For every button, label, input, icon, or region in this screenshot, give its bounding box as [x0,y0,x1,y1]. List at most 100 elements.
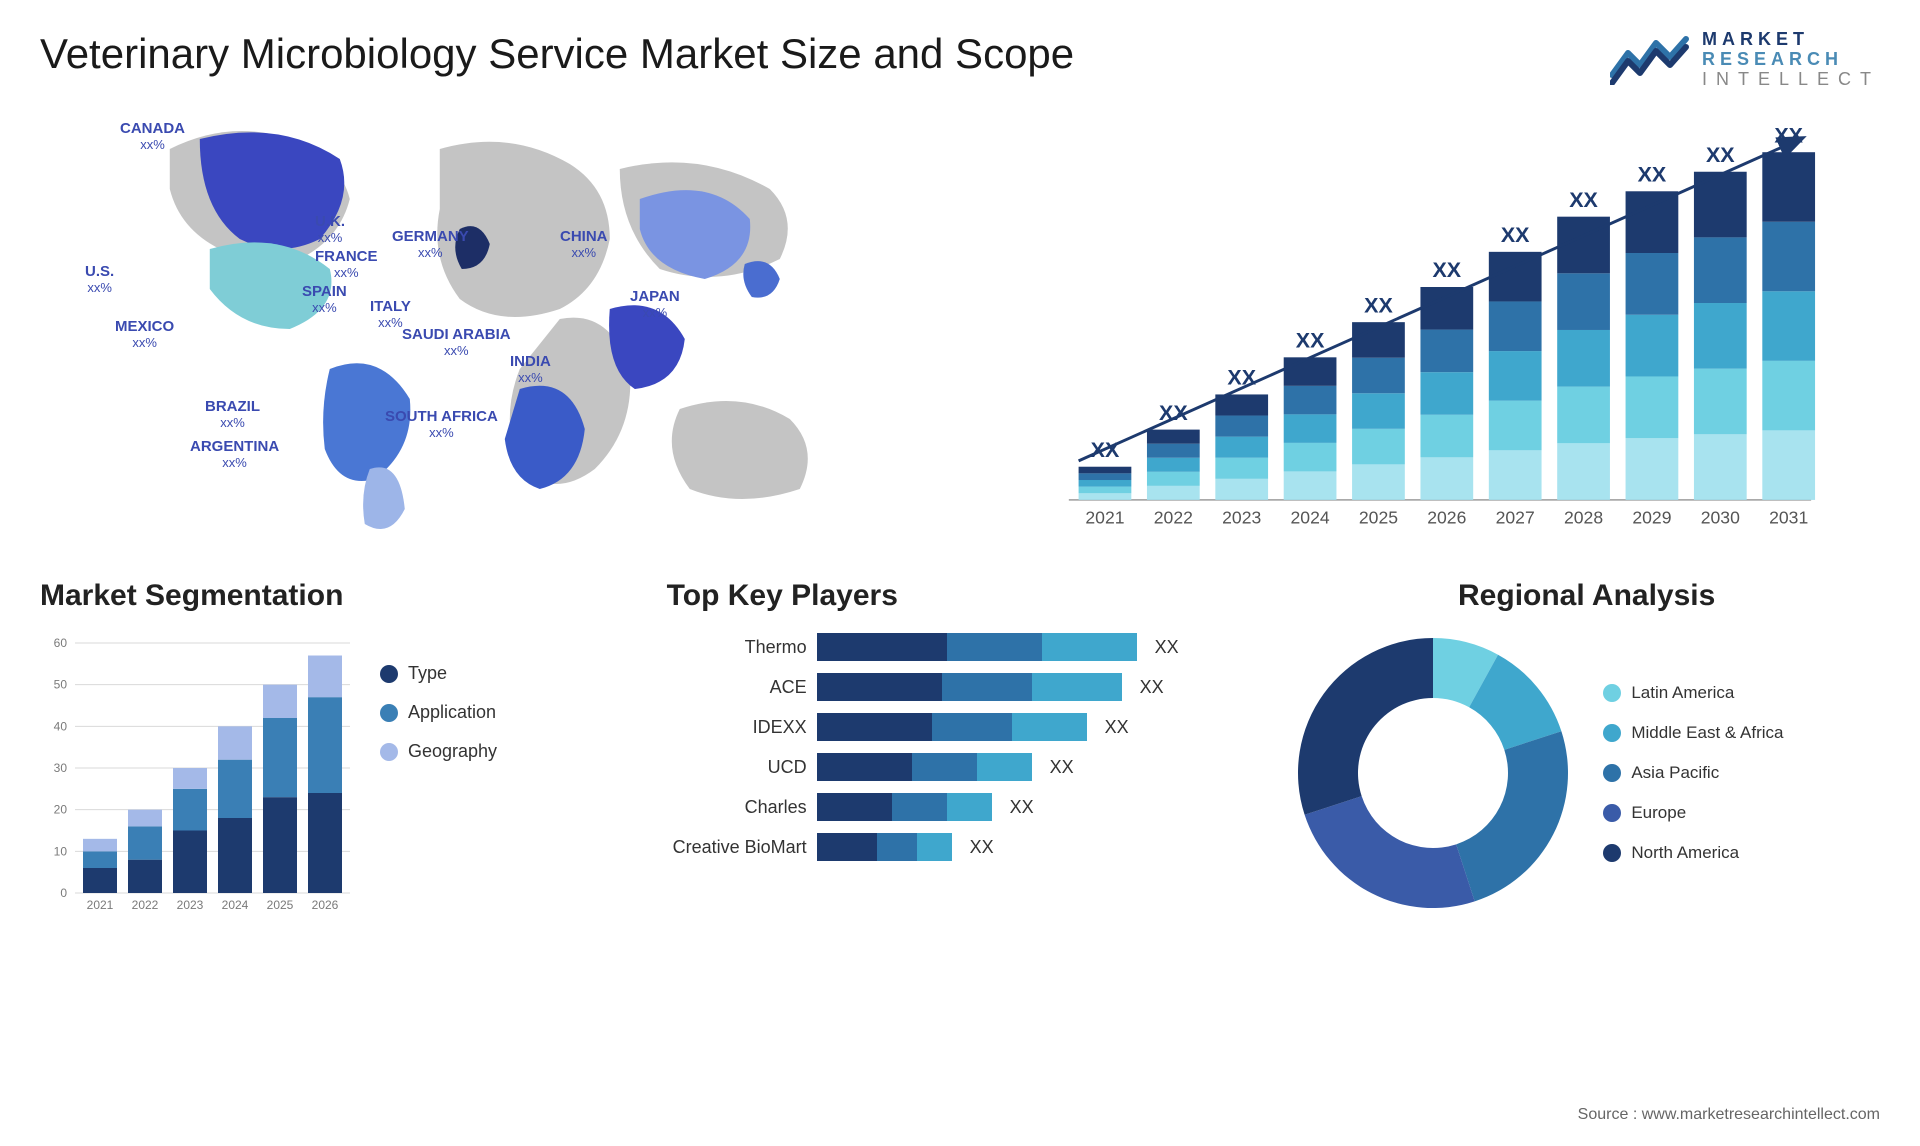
svg-text:2027: 2027 [1495,508,1534,528]
map-label-southafrica: SOUTH AFRICAxx% [385,409,498,440]
player-label: UCD [667,757,807,778]
player-bar [817,673,1122,701]
svg-text:XX: XX [1432,259,1461,283]
player-row: ACE XX [667,673,1254,701]
player-row: Thermo XX [667,633,1254,661]
source-url: www.marketresearchintellect.com [1642,1106,1880,1123]
regional-legend: Latin AmericaMiddle East & AfricaAsia Pa… [1603,683,1783,863]
logo-line-3: INTELLECT [1702,70,1880,90]
seg-legend-item: Type [380,663,497,684]
svg-text:0: 0 [60,886,67,900]
map-label-uk: U.K.xx% [315,214,345,245]
svg-text:2026: 2026 [312,898,339,912]
regional-donut [1293,633,1573,913]
source-line: Source : www.marketresearchintellect.com [1578,1106,1880,1124]
svg-text:2024: 2024 [1290,508,1329,528]
map-label-india: INDIAxx% [510,354,551,385]
svg-text:2026: 2026 [1427,508,1466,528]
regional-legend-item: Latin America [1603,683,1783,703]
svg-text:XX: XX [1295,329,1324,353]
player-row: Charles XX [667,793,1254,821]
logo-mark-icon [1610,35,1690,85]
svg-text:2031: 2031 [1769,508,1808,528]
svg-text:20: 20 [54,803,68,817]
player-label: Creative BioMart [667,837,807,858]
map-label-saudiarabia: SAUDI ARABIAxx% [402,327,511,358]
world-map [40,109,940,539]
player-bar [817,833,952,861]
svg-text:XX: XX [1364,294,1393,318]
logo-line-2: RESEARCH [1702,50,1880,70]
svg-text:50: 50 [54,678,68,692]
svg-text:60: 60 [54,636,68,650]
segmentation-legend: Type Application Geography [380,663,497,762]
player-value: XX [1155,637,1179,658]
brand-logo: MARKET RESEARCH INTELLECT [1610,30,1880,89]
players-chart: ThermoXXACEXXIDEXXXXUCDXXCharlesXXCreati… [667,633,1254,861]
svg-text:10: 10 [54,845,68,859]
regional-legend-item: Middle East & Africa [1603,723,1783,743]
players-panel: Top Key Players Thermo XX ACE XX IDEXX XX UCD X… [667,579,1254,923]
svg-text:2022: 2022 [132,898,159,912]
player-bar [817,753,1032,781]
svg-text:2029: 2029 [1632,508,1671,528]
svg-text:40: 40 [54,720,68,734]
player-row: UCD XX [667,753,1254,781]
regional-title: Regional Analysis [1293,579,1880,613]
svg-text:XX: XX [1569,188,1598,212]
logo-line-1: MARKET [1702,30,1880,50]
segmentation-title: Market Segmentation [40,579,627,613]
logo-text: MARKET RESEARCH INTELLECT [1702,30,1880,89]
regional-legend-item: Europe [1603,803,1783,823]
svg-text:2021: 2021 [87,898,114,912]
svg-text:2030: 2030 [1700,508,1739,528]
player-value: XX [1140,677,1164,698]
player-label: Charles [667,797,807,818]
player-value: XX [1105,717,1129,738]
regional-legend-item: North America [1603,843,1783,863]
top-row: CANADAxx% U.S.xx%MEXICOxx% BRAZILxx% ARGENT… [40,109,1880,539]
player-bar [817,633,1137,661]
map-label-germany: GERMANYxx% [392,229,469,260]
player-row: IDEXX XX [667,713,1254,741]
map-label-canada: CANADAxx% [120,121,185,152]
player-value: XX [970,837,994,858]
player-value: XX [1050,757,1074,778]
map-label-brazil: BRAZILxx% [205,399,260,430]
segmentation-chart: 0102030405060202120222023202420252026 [40,633,360,923]
map-label-china: CHINAxx% [560,229,608,260]
seg-legend-item: Application [380,702,497,723]
map-label-france: FRANCExx% [315,249,378,280]
player-value: XX [1010,797,1034,818]
map-label-argentina: ARGENTINAxx% [190,439,279,470]
svg-text:XX: XX [1637,163,1666,187]
svg-text:2025: 2025 [267,898,294,912]
svg-text:2024: 2024 [222,898,249,912]
svg-text:2021: 2021 [1085,508,1124,528]
svg-text:XX: XX [1706,143,1735,167]
player-label: ACE [667,677,807,698]
player-bar [817,713,1087,741]
map-label-spain: SPAINxx% [302,284,347,315]
svg-text:2028: 2028 [1564,508,1603,528]
map-label-japan: JAPANxx% [630,289,680,320]
players-title: Top Key Players [667,579,1254,613]
growth-chart-section: 2021XX2022XX2023XX2024XX2025XX2026XX2027… [980,109,1880,539]
svg-text:2025: 2025 [1358,508,1397,528]
world-map-section: CANADAxx% U.S.xx%MEXICOxx% BRAZILxx% ARGENT… [40,109,940,539]
player-label: Thermo [667,637,807,658]
player-bar [817,793,992,821]
svg-text:30: 30 [54,761,68,775]
map-label-mexico: MEXICOxx% [115,319,174,350]
player-label: IDEXX [667,717,807,738]
regional-panel: Regional Analysis Latin America Middle Ea… [1293,579,1880,923]
svg-text:2023: 2023 [1222,508,1261,528]
svg-text:XX: XX [1500,223,1529,247]
map-label-us: U.S.xx% [85,264,114,295]
header: Veterinary Microbiology Service Market S… [40,30,1880,89]
segmentation-panel: Market Segmentation 0 10 20 30 40 50 60 2021 202… [40,579,627,923]
svg-text:XX: XX [1227,366,1256,390]
seg-legend-item: Geography [380,741,497,762]
player-row: Creative BioMart XX [667,833,1254,861]
source-label: Source : [1578,1106,1642,1123]
